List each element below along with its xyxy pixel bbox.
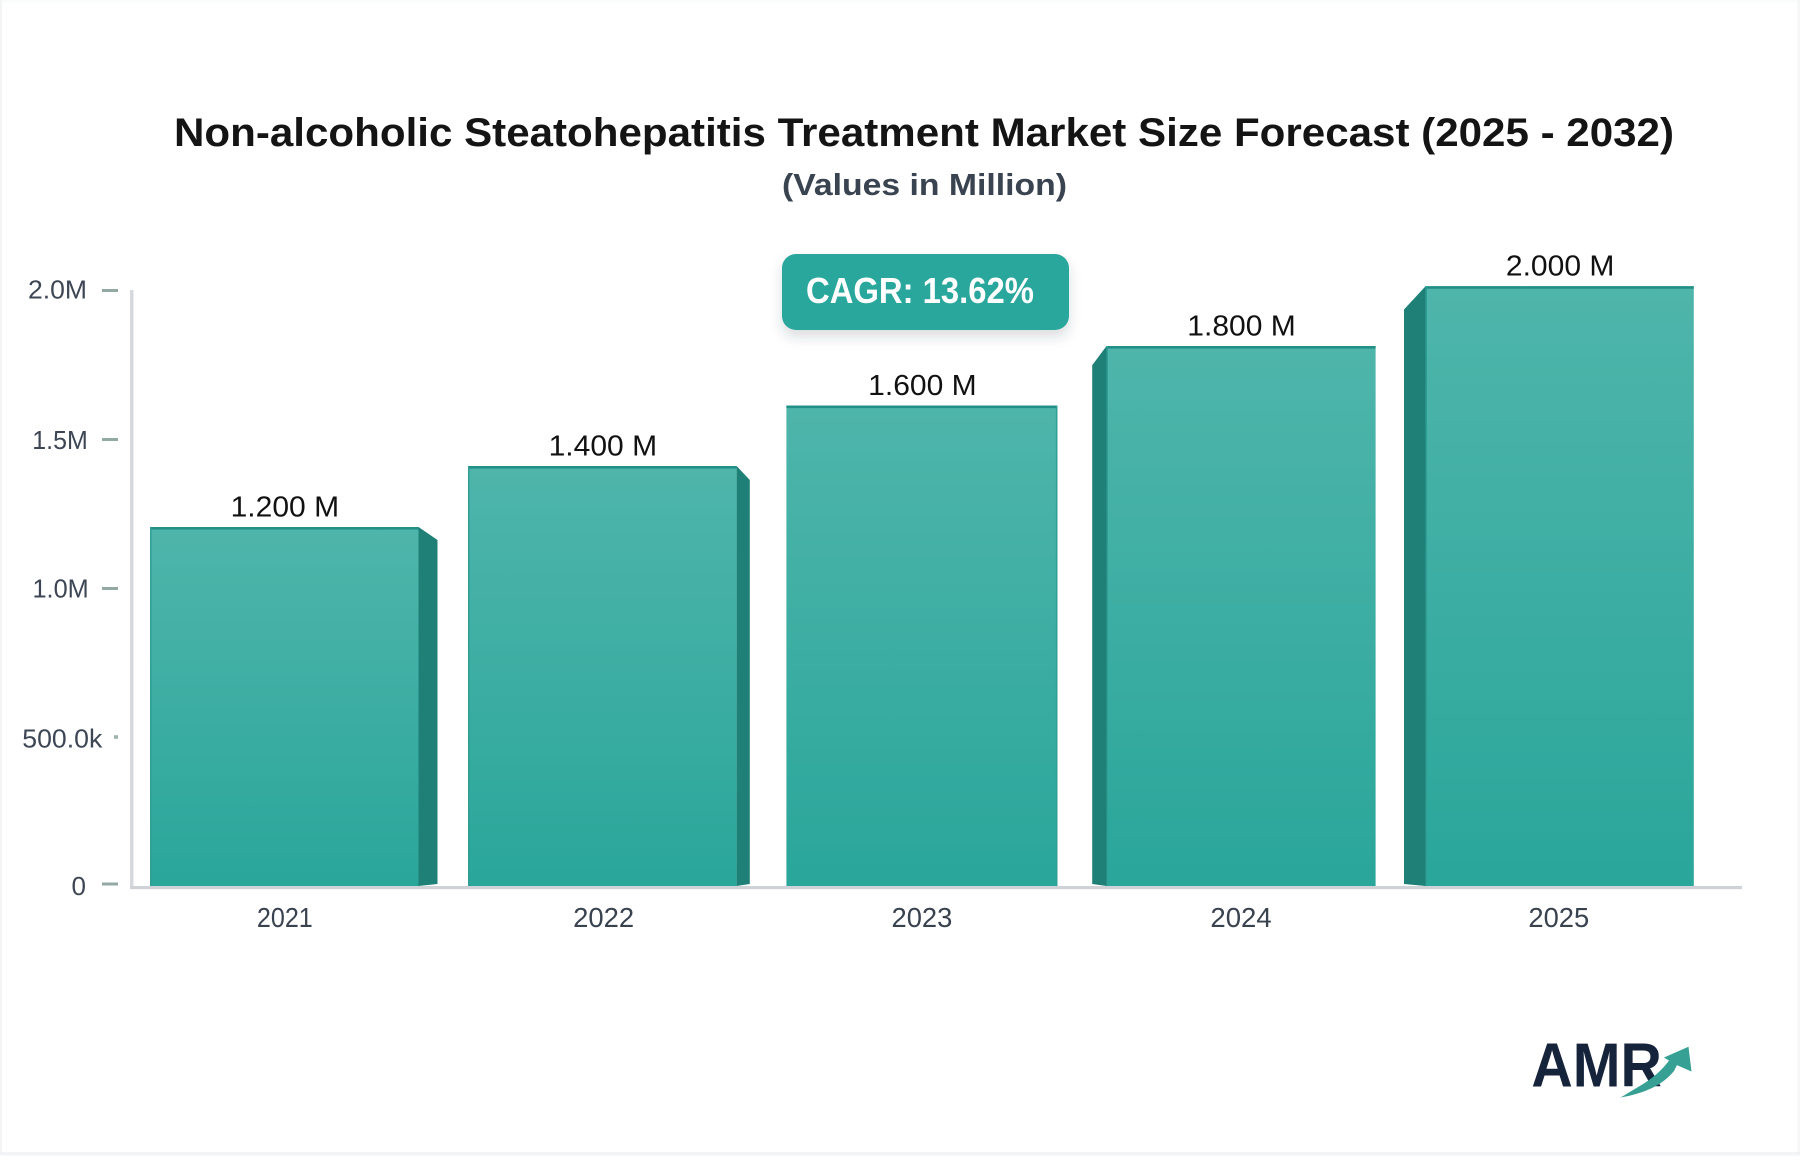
svg-text:500.0k: 500.0k: [22, 724, 103, 754]
svg-text:2024: 2024: [1210, 902, 1271, 933]
svg-text:1.600 M: 1.600 M: [868, 370, 977, 402]
svg-text:0: 0: [72, 871, 86, 901]
svg-text:2.0M: 2.0M: [28, 274, 87, 304]
svg-text:1.200 M: 1.200 M: [231, 491, 340, 523]
svg-text:2025: 2025: [1528, 902, 1589, 933]
svg-text:Non-alcoholic Steatohepatitis: Non-alcoholic Steatohepatitis Treatment …: [174, 111, 1674, 155]
svg-text:1.5M: 1.5M: [32, 425, 88, 455]
svg-text:1.800 M: 1.800 M: [1187, 310, 1296, 342]
svg-text:2022: 2022: [573, 902, 634, 933]
svg-text:(Values in Million): (Values in Million): [782, 167, 1067, 202]
svg-text:1.0M: 1.0M: [33, 574, 89, 604]
svg-text:CAGR: 13.62%: CAGR: 13.62%: [806, 270, 1034, 311]
svg-text:2023: 2023: [892, 902, 953, 933]
svg-text:1.400 M: 1.400 M: [549, 430, 658, 462]
svg-text:2.000 M: 2.000 M: [1506, 251, 1615, 283]
svg-text:2021: 2021: [257, 902, 313, 933]
